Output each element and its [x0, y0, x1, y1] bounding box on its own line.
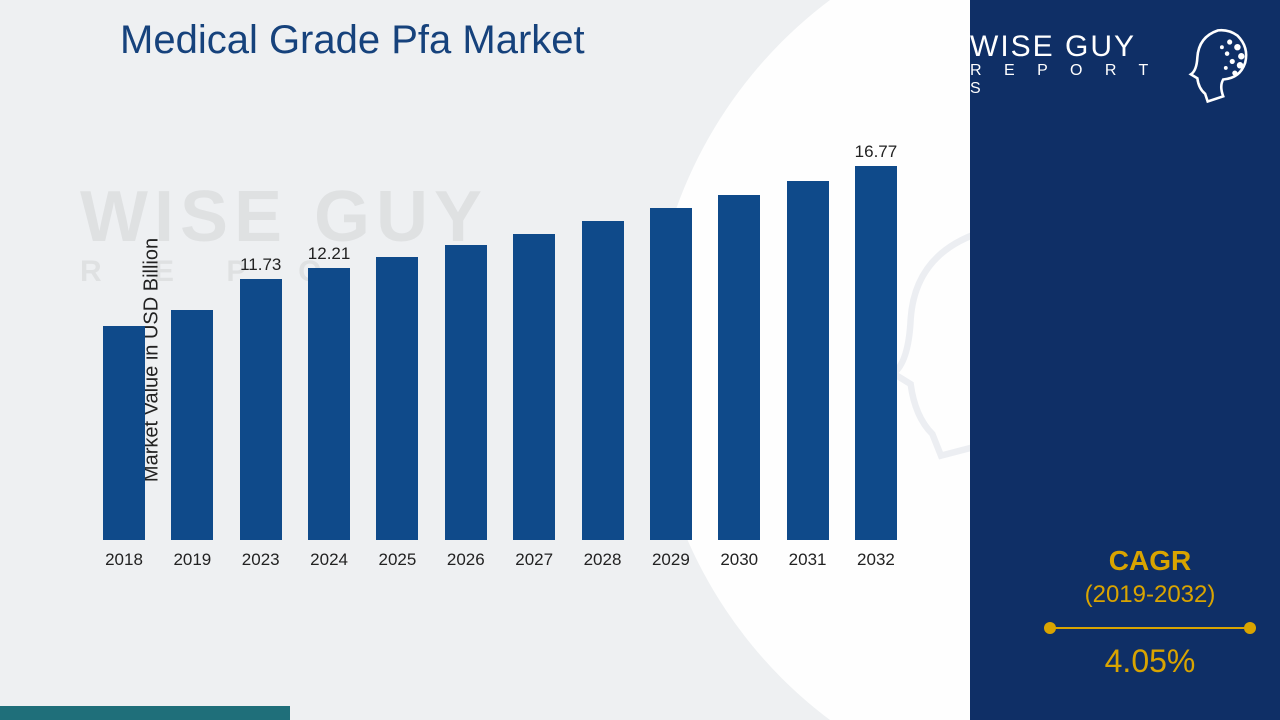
- bar-value-label: 11.73: [231, 255, 291, 279]
- brand-line1: WISE GUY: [970, 30, 1173, 64]
- bar: [513, 234, 555, 540]
- cagr-box: CAGR (2019-2032) 4.05%: [1020, 545, 1280, 680]
- bar: [103, 326, 145, 540]
- bar-wrap: [575, 221, 631, 540]
- bar: [582, 221, 624, 540]
- footer-accent-bar: [0, 706, 290, 720]
- chart-area: Market Value in USD Billion 11.7312.2116…: [70, 150, 910, 570]
- stage: WISE GUY R E P O R T S WISE GUY R E P O …: [0, 0, 1280, 720]
- x-tick-label: 2031: [780, 550, 836, 570]
- bar-value-label: 12.21: [299, 244, 359, 268]
- brand-text: WISE GUY R E P O R T S: [970, 30, 1173, 98]
- x-tick-label: 2029: [643, 550, 699, 570]
- cagr-range: (2019-2032): [1020, 581, 1280, 609]
- brand-logo: WISE GUY R E P O R T S: [970, 24, 1252, 104]
- bar-wrap: [711, 195, 767, 540]
- cagr-title: CAGR: [1020, 545, 1280, 577]
- bar: [650, 208, 692, 540]
- bar-wrap: 16.77: [848, 166, 904, 540]
- bar-wrap: 11.73: [233, 279, 289, 540]
- x-tick-label: 2024: [301, 550, 357, 570]
- plot-area: 11.7312.2116.77: [90, 150, 910, 540]
- bar: [308, 268, 350, 540]
- x-tick-label: 2027: [506, 550, 562, 570]
- x-ticks: 2018 2019 2023 2024 2025 2026 2027 2028 2029 2030…: [90, 550, 910, 570]
- right-panel: WISE GUY R E P O R T S CAGR (2019-2032) …: [970, 0, 1280, 720]
- bar: [445, 245, 487, 540]
- x-tick-label: 2028: [575, 550, 631, 570]
- bar-wrap: [506, 234, 562, 540]
- bar: [718, 195, 760, 540]
- bar: [240, 279, 282, 540]
- bars-container: 11.7312.2116.77: [90, 150, 910, 540]
- bar-wrap: [96, 326, 152, 540]
- bar-wrap: [164, 310, 220, 540]
- bar: [171, 310, 213, 540]
- bar: [787, 181, 829, 540]
- bar: [855, 166, 897, 540]
- bar-wrap: [780, 181, 836, 540]
- x-tick-label: 2018: [96, 550, 152, 570]
- x-tick-label: 2025: [369, 550, 425, 570]
- x-tick-label: 2032: [848, 550, 904, 570]
- bar-wrap: [369, 257, 425, 540]
- cagr-value: 4.05%: [1020, 643, 1280, 680]
- bar-wrap: 12.21: [301, 268, 357, 540]
- x-tick-label: 2023: [233, 550, 289, 570]
- brand-head-icon: [1187, 24, 1252, 104]
- bar-value-label: 16.77: [846, 142, 906, 166]
- bar-wrap: [438, 245, 494, 540]
- chart-title: Medical Grade Pfa Market: [120, 18, 585, 63]
- x-tick-label: 2026: [438, 550, 494, 570]
- cagr-divider: [1050, 627, 1250, 629]
- brand-line2: R E P O R T S: [970, 62, 1173, 98]
- x-tick-label: 2030: [711, 550, 767, 570]
- bar-wrap: [643, 208, 699, 540]
- x-tick-label: 2019: [164, 550, 220, 570]
- bar: [376, 257, 418, 540]
